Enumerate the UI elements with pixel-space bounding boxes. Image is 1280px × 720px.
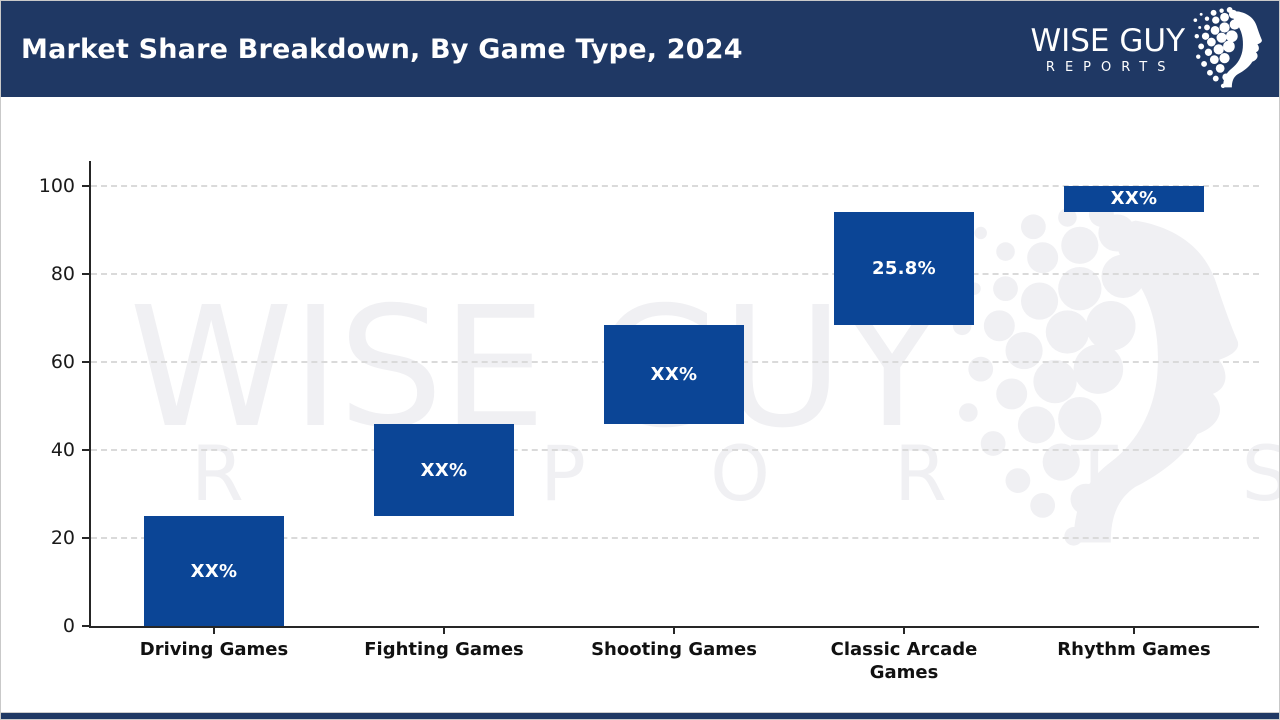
x-axis-label-2: Shooting Games [591,639,757,660]
y-tick-label-80: 80 [50,263,75,285]
header-banner: Market Share Breakdown, By Game Type, 20… [1,1,1279,97]
x-tick-2 [673,626,675,634]
y-tick-label-100: 100 [38,175,75,197]
gridline-y-80 [91,273,1259,275]
y-tick-80 [82,273,90,275]
bar-fighting-games: XX% [374,424,514,516]
footer-divider [1,712,1279,713]
y-tick-40 [82,449,90,451]
chart-canvas: WISE GUY R E P O R T S [1,97,1279,712]
bar-value-label: XX% [650,364,698,386]
y-tick-20 [82,537,90,539]
y-tick-label-40: 40 [50,439,75,461]
x-tick-1 [443,626,445,634]
wise-guy-head-icon [1193,7,1262,89]
y-tick-label-20: 20 [50,527,75,549]
bar-value-label: XX% [1110,188,1158,210]
bar-value-label: 25.8% [872,258,936,280]
y-tick-0 [82,625,90,627]
x-axis-label-3: Classic Arcade Games [830,639,978,683]
bar-value-label: XX% [420,459,468,481]
x-tick-4 [1133,626,1135,634]
x-tick-0 [213,626,215,634]
y-tick-label-0: 0 [62,615,75,637]
plot-area: 0 20 40 60 80 100 XX% Driving Games XX% Fighting … [39,161,1259,683]
y-tick-label-60: 60 [50,351,75,373]
footer-bar [1,713,1279,719]
x-axis-label-4: Rhythm Games [1057,639,1211,660]
gridline-y-100 [91,185,1259,187]
bar-driving-games: XX% [144,516,284,626]
y-tick-100 [82,185,90,187]
bar-rhythm-games: XX% [1064,186,1204,212]
x-tick-3 [903,626,905,634]
x-axis-label-0: Driving Games [139,639,289,660]
bar-value-label: XX% [190,560,238,582]
gridline-y-40 [91,449,1259,451]
brand-logo: WISE GUY REPORTS [1030,7,1263,91]
brand-logo-primary: WISE GUY [1030,23,1185,59]
head-dots [1193,7,1262,89]
watermark-head-icon [948,202,1239,546]
gridline-y-20 [91,537,1259,539]
bar-shooting-games: XX% [604,325,744,425]
brand-logo-secondary: REPORTS [1045,60,1176,75]
page-title: Market Share Breakdown, By Game Type, 20… [21,33,743,65]
x-axis-label-1: Fighting Games [364,639,524,660]
y-tick-60 [82,361,90,363]
brand-logo-text: WISE GUY REPORTS [1030,22,1185,76]
bar-classic-arcade-games: 25.8% [834,211,974,326]
watermark-text-primary: WISE GUY [129,272,943,465]
